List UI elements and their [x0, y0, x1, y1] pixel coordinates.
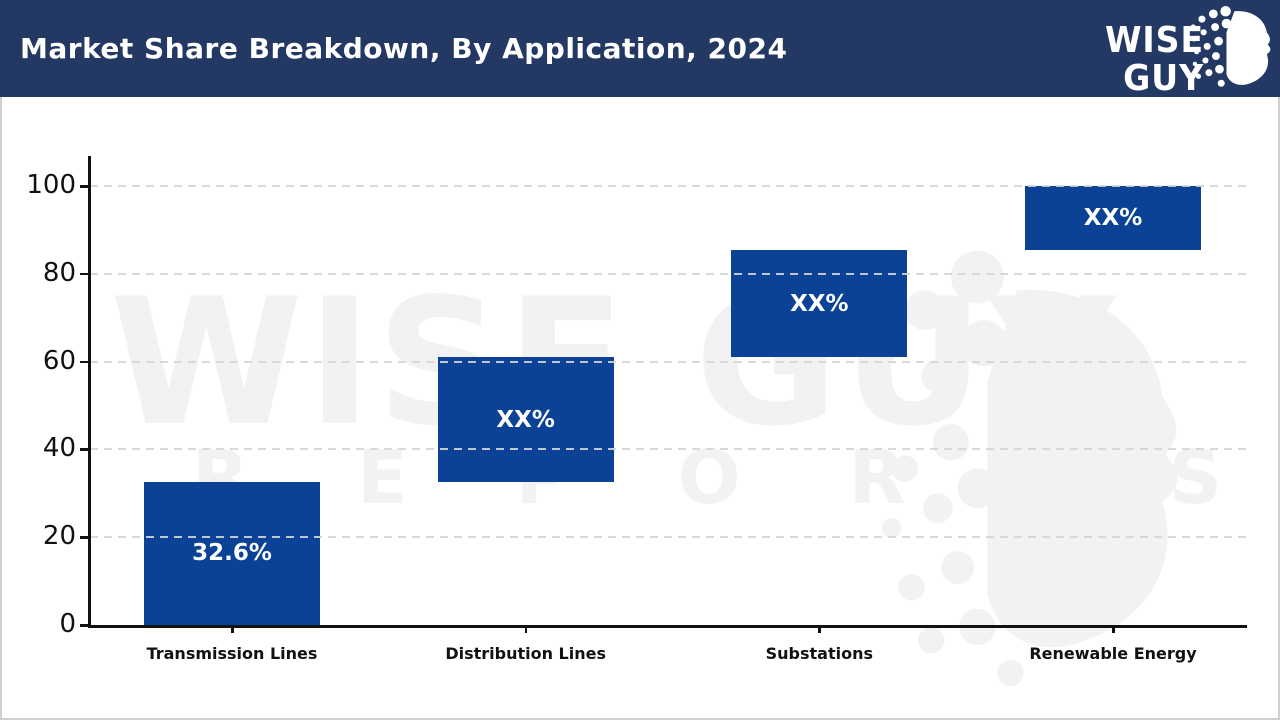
x-category-label-distribution-lines: Distribution Lines [445, 644, 606, 663]
x-tick-distribution-lines [524, 625, 528, 633]
header-band: Market Share Breakdown, By Application, … [0, 0, 1280, 116]
bar-value-label-substations: XX% [790, 290, 849, 317]
gridline-40 [90, 448, 1247, 451]
gridline-100 [90, 185, 1247, 187]
gridline-60 [90, 360, 1247, 363]
y-tick-80 [80, 272, 88, 276]
y-tick-100 [80, 185, 88, 188]
y-tick-40 [80, 448, 88, 451]
x-tick-substations [818, 625, 821, 633]
bar-value-label-transmission-lines: 32.6% [192, 540, 272, 567]
y-tick-label-40: 40 [42, 433, 76, 464]
gridline-80 [90, 272, 1247, 275]
y-tick-60 [80, 360, 88, 364]
y-tick-label-80: 80 [42, 257, 76, 288]
x-axis-line [88, 624, 1247, 628]
x-tick-renewable-energy [1112, 625, 1115, 633]
wiseguy-logo: WISE GUY REPORTS [1010, 0, 1271, 116]
bar-substations: XX% [731, 250, 908, 358]
x-category-label-renewable-energy: Renewable Energy [1029, 644, 1197, 663]
logo-face-icon [1190, 6, 1271, 87]
y-axis-line [88, 156, 91, 627]
gridline-20 [90, 536, 1247, 539]
y-tick-label-60: 60 [42, 345, 76, 376]
bar-value-label-distribution-lines: XX% [496, 406, 555, 433]
x-category-label-transmission-lines: Transmission Lines [146, 644, 318, 663]
y-tick-0 [80, 624, 88, 627]
x-category-label-substations: Substations [765, 644, 874, 663]
bar-value-label-renewable-energy: XX% [1083, 205, 1143, 232]
chart-area: WISE GUY REPORTS 0 20 40 60 80 100 32.6% Transm… [0, 97, 1280, 720]
chart-title: Market Share Breakdown, By Application, … [20, 32, 788, 65]
logo-wordmark: WISE GUY [1104, 20, 1204, 99]
x-tick-transmission-lines [231, 625, 234, 633]
bar-distribution-lines: XX% [437, 357, 614, 482]
bar-transmission-lines: 32.6% [144, 481, 320, 625]
y-tick-label-20: 20 [42, 521, 76, 552]
y-tick-label-100: 100 [26, 170, 76, 200]
plot-area: 0 20 40 60 80 100 32.6% Transmission Lines XX% Di… [26, 150, 1247, 663]
y-tick-20 [80, 536, 88, 539]
y-tick-label-0: 0 [59, 609, 76, 639]
bar-renewable-energy: XX% [1025, 186, 1201, 251]
